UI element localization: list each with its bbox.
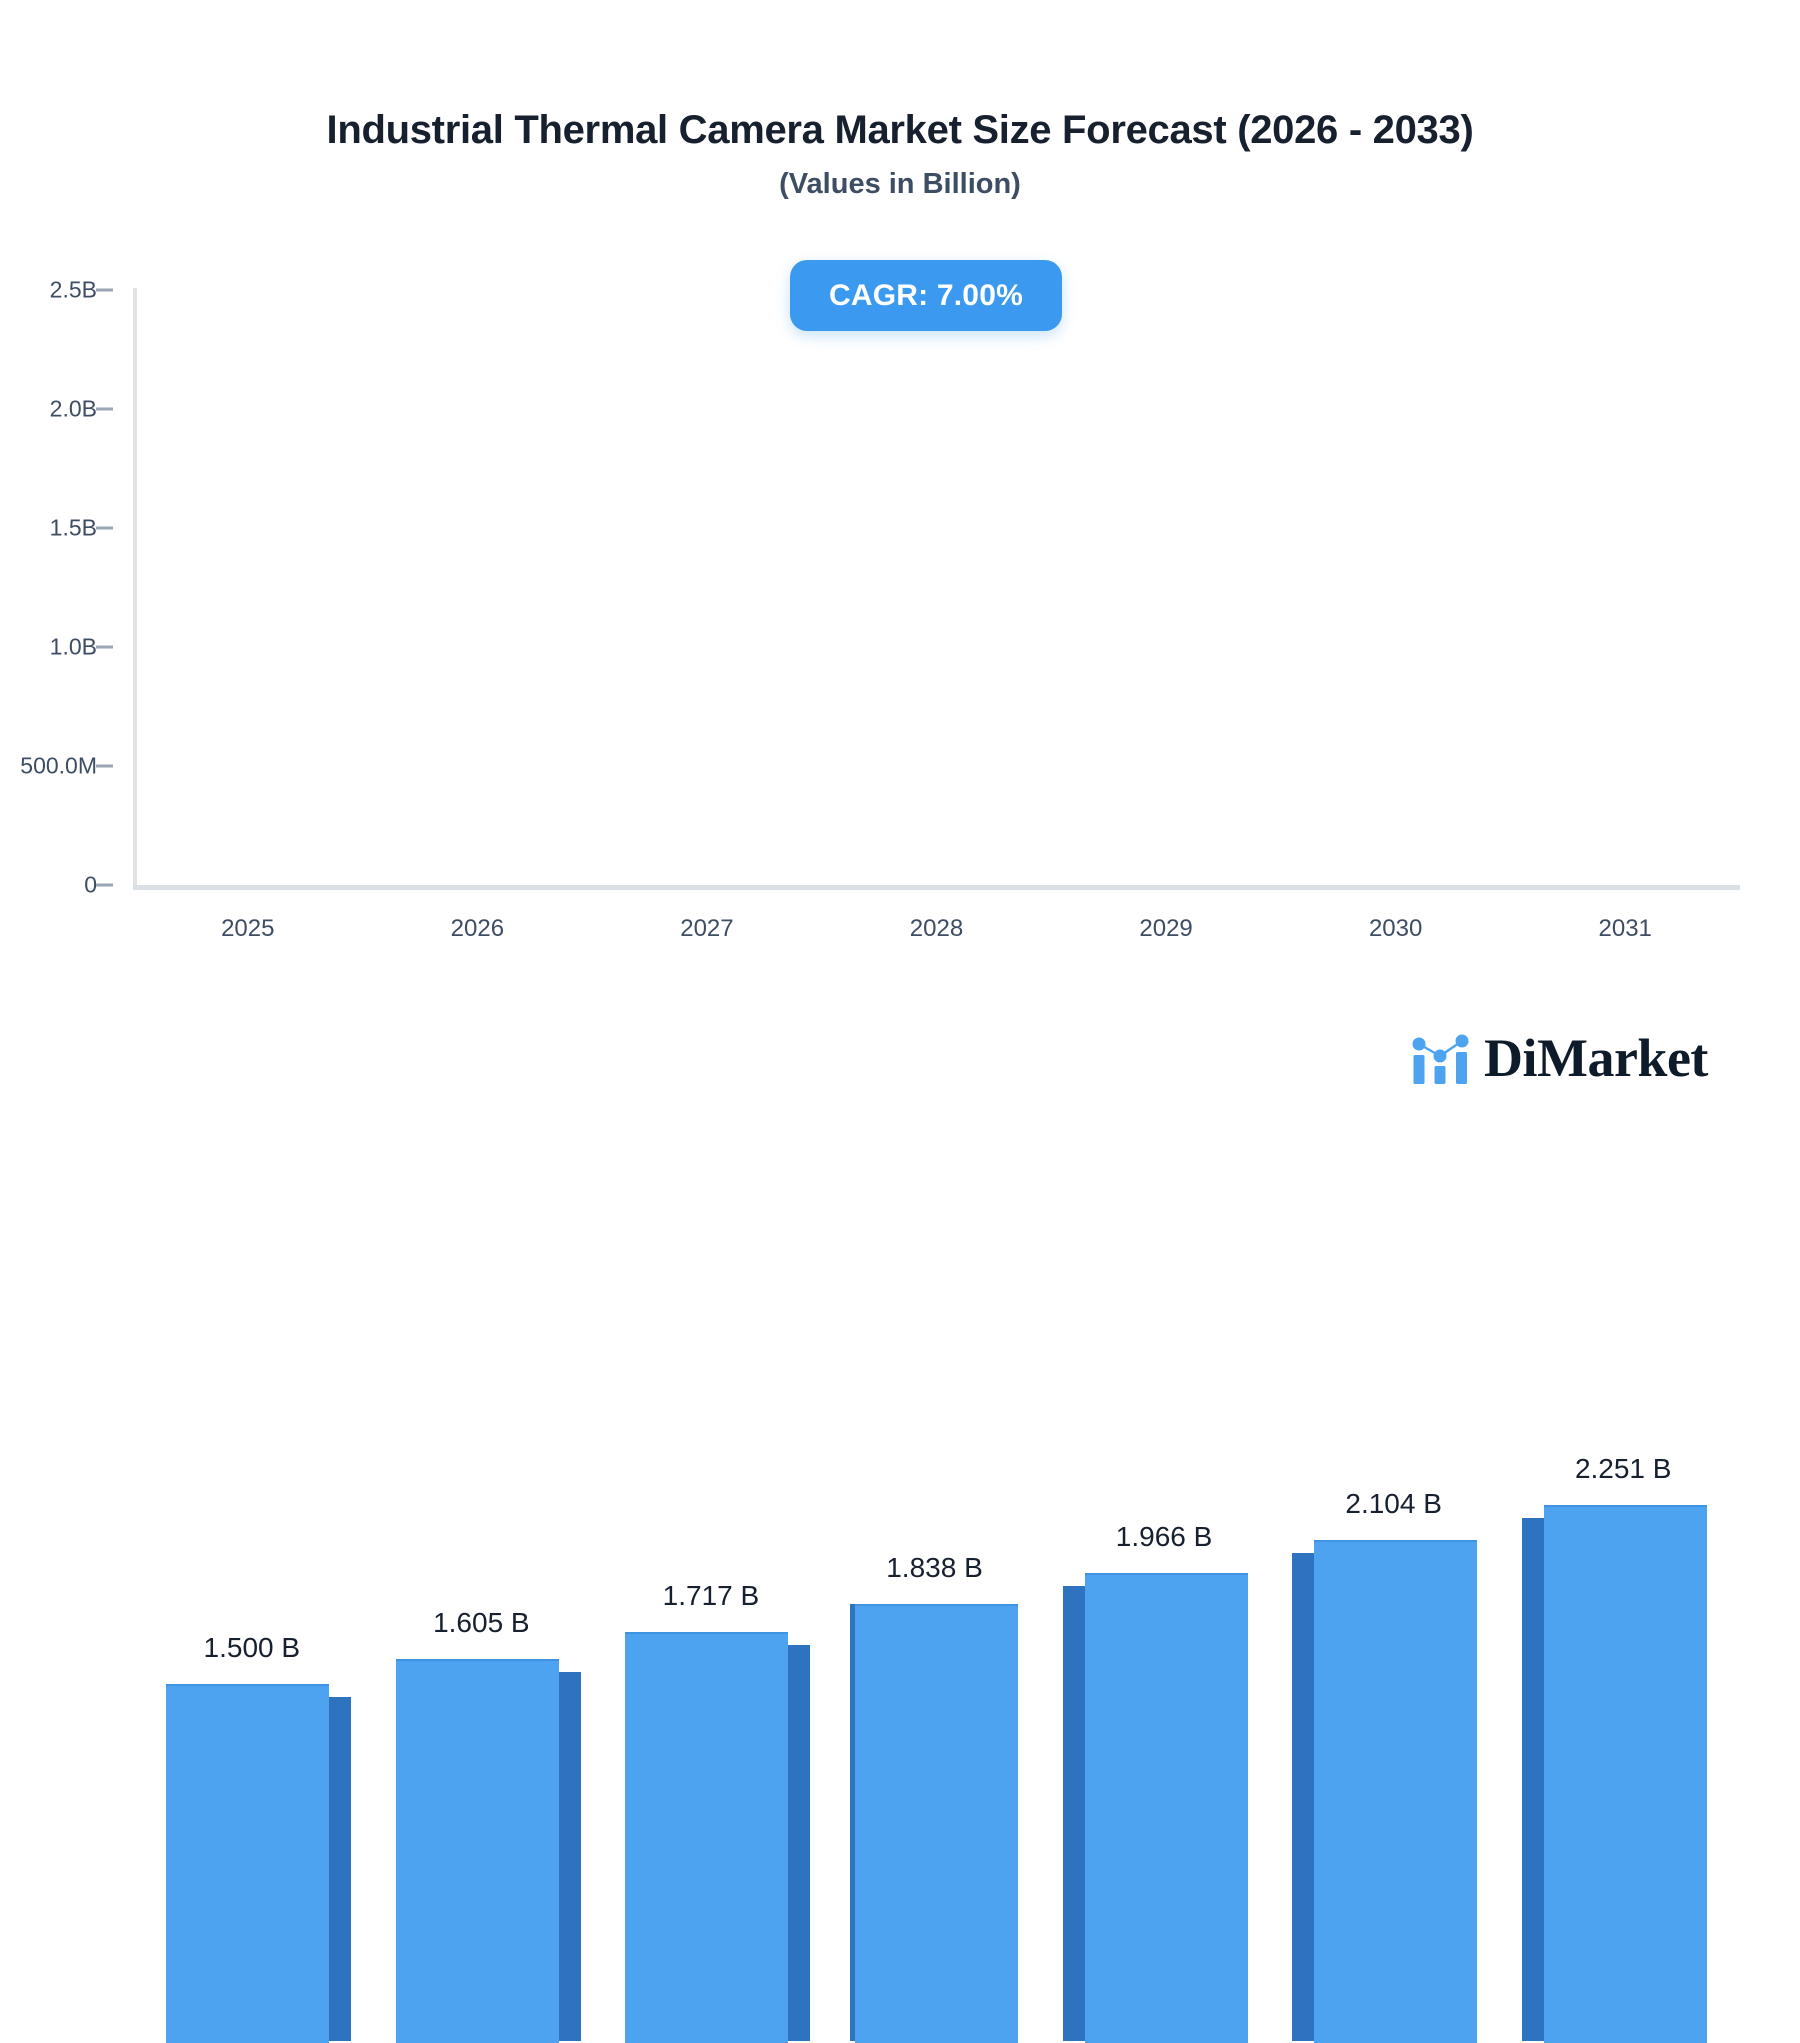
y-tick-mark <box>96 764 113 768</box>
x-tick-label: 2027 <box>680 915 734 942</box>
bar-side-face <box>1522 1518 1544 2041</box>
cagr-badge: CAGR: 7.00% <box>790 260 1062 331</box>
chart-title: Industrial Thermal Camera Market Size Fo… <box>326 108 1474 152</box>
x-tick-label: 2030 <box>1368 915 1423 942</box>
y-tick-label: 1.0B <box>49 633 97 660</box>
y-tick-mark <box>96 883 113 887</box>
bar-value-label: 1.966 B <box>1115 1521 1213 1553</box>
bar-front-face <box>1544 1505 1707 2043</box>
bar-front-face <box>396 1659 559 2043</box>
bar-value-label: 2.104 B <box>1345 1488 1442 1520</box>
bar-value-label: 1.717 B <box>662 1580 760 1612</box>
x-axis-line <box>133 885 1740 890</box>
bar-front-face <box>855 1603 1018 2043</box>
bar-side-face <box>329 1697 351 2041</box>
bar-front-face <box>1314 1540 1477 2043</box>
bar-side-face <box>788 1645 810 2041</box>
bar-value-label: 1.838 B <box>886 1551 983 1583</box>
bar-front-face <box>1085 1573 1248 2043</box>
y-tick-mark <box>96 526 113 530</box>
bar-front-face <box>625 1632 788 2043</box>
bar-value-label: 2.251 B <box>1574 1453 1672 1485</box>
y-tick-label: 1.5B <box>49 514 97 541</box>
cagr-badge-label: CAGR: 7.00% <box>829 278 1023 312</box>
y-tick-mark <box>96 407 113 411</box>
bar-front-face <box>166 1684 329 2043</box>
y-tick-mark <box>96 645 113 649</box>
y-axis-line <box>133 288 137 885</box>
chart-subtitle: (Values in Billion) <box>779 168 1021 200</box>
y-tick-label: 2.5B <box>49 276 97 303</box>
x-tick-label: 2025 <box>221 915 275 942</box>
x-tick-label: 2028 <box>909 915 964 942</box>
y-tick-mark <box>96 288 113 292</box>
brand-name: DiMarket <box>1484 1028 1708 1088</box>
y-tick-label: 0 <box>84 871 97 898</box>
chart-bars-logo-icon <box>1412 1034 1469 1084</box>
x-tick-label: 2029 <box>1139 915 1193 942</box>
y-tick-label: 2.0B <box>49 395 97 422</box>
brand-logo: DiMarket <box>1412 1030 1708 1086</box>
bar-side-face <box>1292 1553 1314 2041</box>
bar-side-face <box>559 1672 581 2041</box>
chart-container: Industrial Thermal Camera Market Size Fo… <box>0 0 1740 2043</box>
bar-side-face <box>1063 1586 1085 2041</box>
x-tick-label: 2031 <box>1598 915 1652 942</box>
y-axis-ticks: 0 500.0M 1.0B 1.5B 2.0B 2.5B <box>0 0 133 1156</box>
y-tick-label: 500.0M <box>20 752 97 779</box>
bar-value-label: 1.605 B <box>433 1607 530 1638</box>
x-tick-label: 2026 <box>450 915 505 942</box>
bar-value-label: 1.500 B <box>203 1632 301 1663</box>
